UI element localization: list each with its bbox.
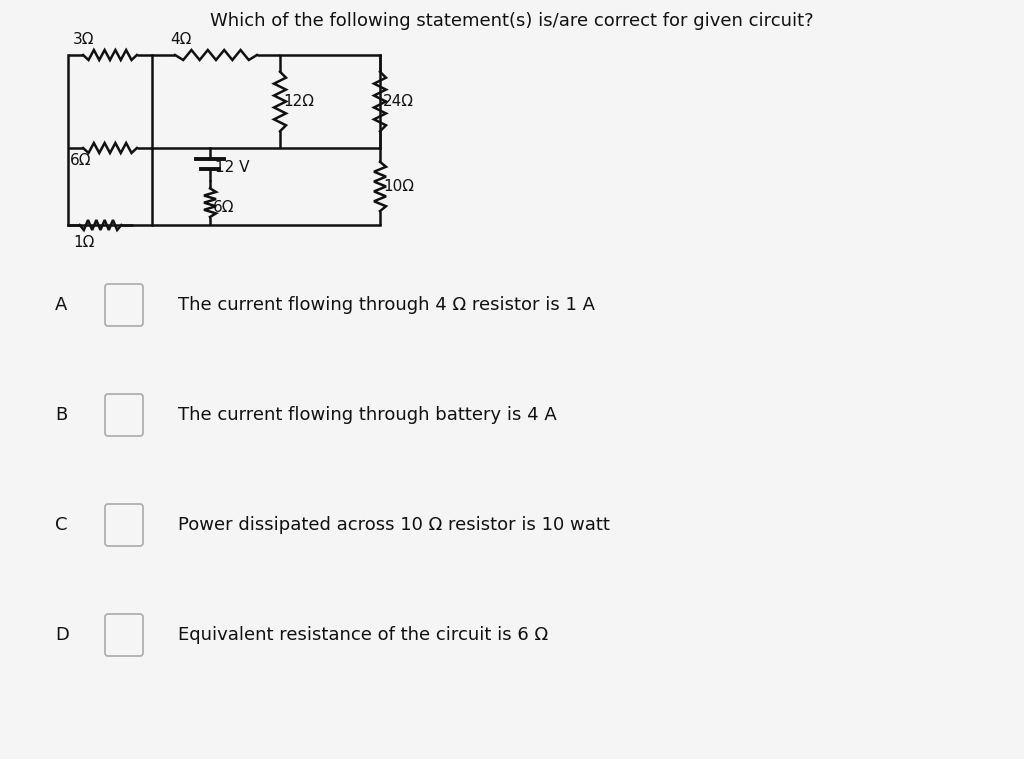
Text: 1Ω: 1Ω [73, 235, 94, 250]
Text: C: C [55, 516, 68, 534]
Text: 6Ω: 6Ω [70, 153, 91, 168]
Text: 12Ω: 12Ω [283, 94, 314, 109]
Text: 4Ω: 4Ω [170, 32, 191, 47]
Text: 12 V: 12 V [215, 159, 250, 175]
Text: The current flowing through 4 Ω resistor is 1 A: The current flowing through 4 Ω resistor… [178, 296, 595, 314]
FancyBboxPatch shape [105, 504, 143, 546]
Text: Power dissipated across 10 Ω resistor is 10 watt: Power dissipated across 10 Ω resistor is… [178, 516, 610, 534]
Text: 3Ω: 3Ω [73, 32, 94, 47]
Text: Equivalent resistance of the circuit is 6 Ω: Equivalent resistance of the circuit is … [178, 626, 548, 644]
Text: 6Ω: 6Ω [213, 200, 234, 215]
Text: B: B [55, 406, 68, 424]
FancyBboxPatch shape [105, 394, 143, 436]
Text: 24Ω: 24Ω [383, 94, 414, 109]
Text: Which of the following statement(s) is/are correct for given circuit?: Which of the following statement(s) is/a… [210, 12, 814, 30]
Text: D: D [55, 626, 69, 644]
Text: A: A [55, 296, 68, 314]
FancyBboxPatch shape [105, 614, 143, 656]
Text: 10Ω: 10Ω [383, 179, 414, 194]
FancyBboxPatch shape [105, 284, 143, 326]
Text: The current flowing through battery is 4 A: The current flowing through battery is 4… [178, 406, 557, 424]
